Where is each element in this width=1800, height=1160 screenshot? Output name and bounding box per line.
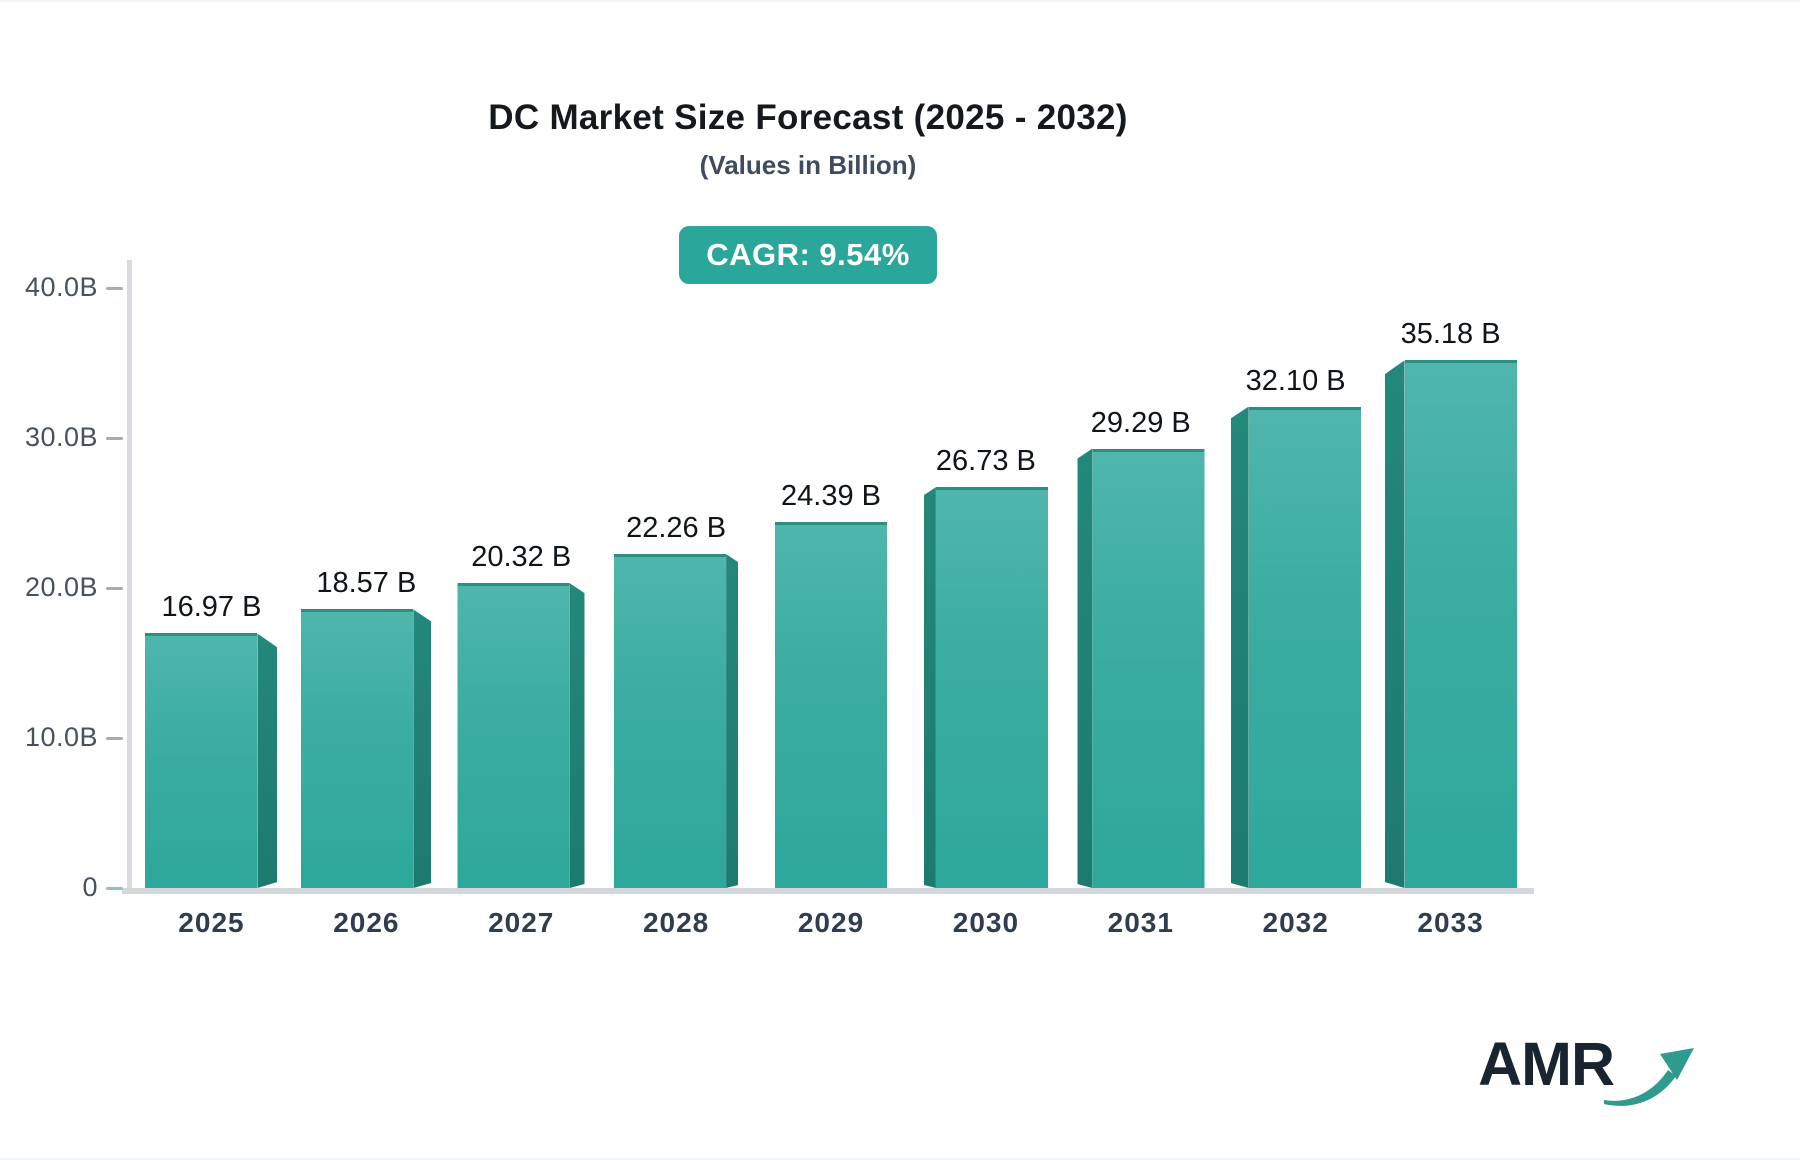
bar-side-face-2028: [726, 554, 738, 888]
bar-value-label-2033: 35.18 B: [1400, 318, 1501, 351]
bar-2033: 35.18 B: [1385, 318, 1517, 888]
bar-face-2030[interactable]: [935, 487, 1048, 888]
bar-2029: 24.39 B: [775, 480, 887, 888]
bar-side-face-2033: [1385, 360, 1405, 888]
amr-logo-text: AMR: [1478, 1030, 1615, 1098]
y-tick-dash: [106, 737, 123, 740]
bar-value-label-2027: 20.32 B: [471, 541, 572, 574]
x-axis-label-2029: 2029: [797, 907, 865, 938]
cagr-badge: CAGR: 9.54%: [679, 226, 937, 284]
y-tick-label: 20.0B: [24, 572, 98, 602]
bar-face-2028[interactable]: [614, 554, 727, 888]
x-axis-labels: 2025 2026 2027 2028 2029 2030 2031 2032 2033: [134, 907, 1528, 939]
chart-subtitle: (Values in Billion): [699, 150, 917, 180]
y-tick-dash: [106, 287, 123, 290]
y-tick-label: 0: [82, 872, 98, 902]
bar-column-2032: 32.10 B: [1218, 288, 1373, 888]
bar-face-2026[interactable]: [301, 609, 414, 888]
bar-2030: 26.73 B: [924, 445, 1048, 888]
bar-column-2028: 22.26 B: [599, 288, 754, 888]
x-axis-label-2030: 2030: [952, 907, 1020, 938]
y-tick-label: 10.0B: [24, 722, 98, 752]
x-axis-label-2031: 2031: [1107, 907, 1174, 938]
x-axis-label-2032: 2032: [1262, 907, 1329, 938]
bar-value-label-2032: 32.10 B: [1245, 364, 1346, 397]
x-axis-label-2027: 2027: [488, 907, 555, 938]
x-axis-label-2025: 2025: [178, 907, 245, 938]
y-tick-dash: [106, 887, 123, 890]
bar-side-face-2031: [1077, 449, 1092, 888]
bar-value-label-2028: 22.26 B: [626, 512, 727, 545]
bar-column-2029: 24.39 B: [754, 288, 909, 888]
y-tick-label: 30.0B: [24, 422, 98, 452]
amr-logo: AMR: [1478, 1034, 1700, 1114]
bar-column-2027: 20.32 B: [444, 288, 599, 888]
bar-value-label-2031: 29.29 B: [1090, 406, 1191, 439]
bar-2025: 16.97 B: [145, 591, 277, 888]
bar-value-label-2025: 16.97 B: [161, 591, 262, 624]
bar-2032: 32.10 B: [1231, 365, 1361, 889]
bar-column-2033: 35.18 B: [1373, 288, 1528, 888]
y-axis-line: [127, 260, 132, 894]
bar-face-2033[interactable]: [1404, 360, 1517, 888]
bar-face-2025[interactable]: [145, 633, 258, 888]
x-axis-label-2033: 2033: [1417, 907, 1484, 938]
y-tick-dash: [106, 587, 123, 590]
growth-arrow-icon: [1604, 1048, 1694, 1106]
x-axis-line: [122, 888, 1534, 894]
x-axis-label-2028: 2028: [642, 907, 710, 938]
bar-face-2031[interactable]: [1092, 448, 1205, 888]
bar-side-face-2030: [924, 487, 936, 888]
bar-side-face-2032: [1231, 407, 1249, 889]
bar-column-2031: 29.29 B: [1063, 288, 1218, 888]
bar-face-2027[interactable]: [457, 583, 570, 888]
bar-2031: 29.29 B: [1077, 407, 1205, 888]
bar-side-face-2026: [413, 609, 431, 888]
bar-column-2026: 18.57 B: [289, 288, 444, 888]
x-axis-label-2026: 2026: [333, 907, 400, 938]
y-tick-label: 40.0B: [24, 272, 98, 302]
bar-value-label-2029: 24.39 B: [781, 480, 881, 513]
bar-2027: 20.32 B: [457, 541, 585, 888]
y-tick-dash: [106, 437, 123, 440]
bar-column-2025: 16.97 B: [134, 288, 289, 888]
bar-face-2029[interactable]: [775, 522, 887, 888]
bar-2026: 18.57 B: [301, 567, 431, 888]
cagr-badge-wrap: CAGR: 9.54%: [0, 226, 1616, 284]
bar-face-2032[interactable]: [1248, 406, 1361, 888]
bar-value-label-2026: 18.57 B: [316, 567, 417, 600]
bar-side-face-2025: [257, 633, 277, 888]
chart-title: DC Market Size Forecast (2025 - 2032): [488, 98, 1128, 137]
bar-2028: 22.26 B: [614, 512, 738, 888]
bar-value-label-2030: 26.73 B: [935, 445, 1036, 478]
bar-side-face-2027: [570, 583, 585, 888]
bars-row: 16.97 B 18.57 B 20.32 B 22.26 B 24.39 B 26.73…: [134, 288, 1528, 888]
bar-column-2030: 26.73 B: [908, 288, 1063, 888]
